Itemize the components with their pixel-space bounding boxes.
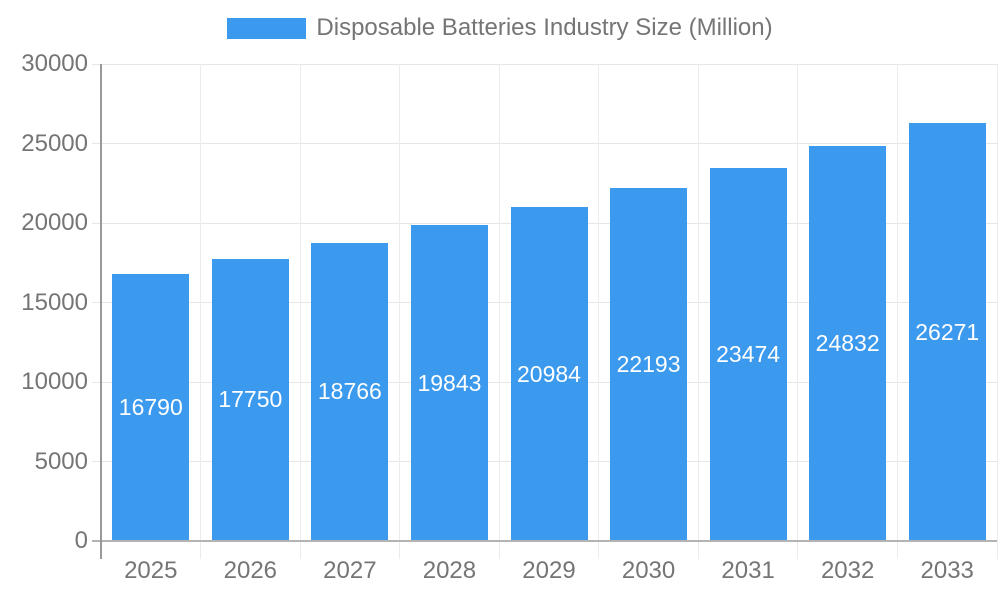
bar-value-label: 16790 [118, 394, 183, 420]
bar-value-label: 24832 [815, 330, 880, 357]
v-gridline [896, 64, 898, 559]
x-axis-tick-label: 2032 [820, 557, 875, 584]
bar-2030[interactable]: 22193 [610, 188, 688, 541]
bar-value-label: 26271 [915, 318, 980, 345]
x-axis-tick-label: 2033 [920, 557, 974, 584]
legend[interactable]: Disposable Batteries Industry Size (Mill… [0, 14, 1000, 42]
v-gridline [697, 64, 699, 559]
bar-value-label: 18766 [317, 378, 382, 405]
bar-2026[interactable]: 17750 [211, 258, 289, 541]
y-axis-tick-label: 30000 [21, 50, 88, 77]
bar-value-label: 22193 [616, 351, 681, 378]
v-gridline [797, 64, 799, 559]
x-axis-tick-label: 2031 [721, 557, 775, 584]
y-axis-tick-label: 25000 [21, 129, 88, 157]
v-gridline [996, 64, 998, 559]
bar-2027[interactable]: 18766 [311, 242, 389, 541]
bar-value-label: 23474 [716, 340, 781, 367]
h-gridline [92, 63, 997, 65]
x-axis-tick-label: 2025 [124, 557, 178, 584]
bar-2029[interactable]: 20984 [510, 207, 588, 541]
legend-label: Disposable Batteries Industry Size (Mill… [316, 14, 773, 41]
bar-2028[interactable]: 19843 [410, 225, 488, 541]
v-gridline [299, 64, 301, 559]
x-axis-tick-label: 2027 [323, 557, 377, 584]
bar-2025[interactable]: 16790 [112, 274, 190, 541]
y-axis-tick-label: 0 [74, 527, 88, 554]
v-gridline [498, 64, 500, 559]
x-axis-tick-label: 2030 [621, 557, 676, 584]
h-gridline [92, 143, 997, 144]
y-axis-tick-label: 10000 [21, 368, 88, 395]
bar-value-label: 20984 [517, 360, 581, 387]
v-gridline [598, 64, 600, 559]
y-axis-tick-label: 15000 [21, 288, 88, 316]
y-axis-line [100, 64, 102, 559]
bar-2032[interactable]: 24832 [809, 146, 887, 541]
x-axis-tick-label: 2029 [522, 557, 576, 584]
bar-value-label: 17750 [218, 386, 283, 413]
v-gridline [200, 64, 202, 559]
x-axis-line [92, 540, 997, 542]
y-axis-tick-label: 20000 [21, 209, 88, 236]
v-gridline [399, 64, 401, 559]
bar-2031[interactable]: 23474 [709, 167, 787, 541]
x-axis-tick-label: 2028 [422, 557, 477, 584]
bar-2033[interactable]: 26271 [908, 123, 986, 541]
x-axis-tick-label: 2026 [223, 557, 278, 584]
bar-value-label: 19843 [417, 369, 482, 396]
y-axis-tick-label: 5000 [34, 447, 88, 475]
legend-swatch-icon[interactable] [227, 17, 307, 39]
